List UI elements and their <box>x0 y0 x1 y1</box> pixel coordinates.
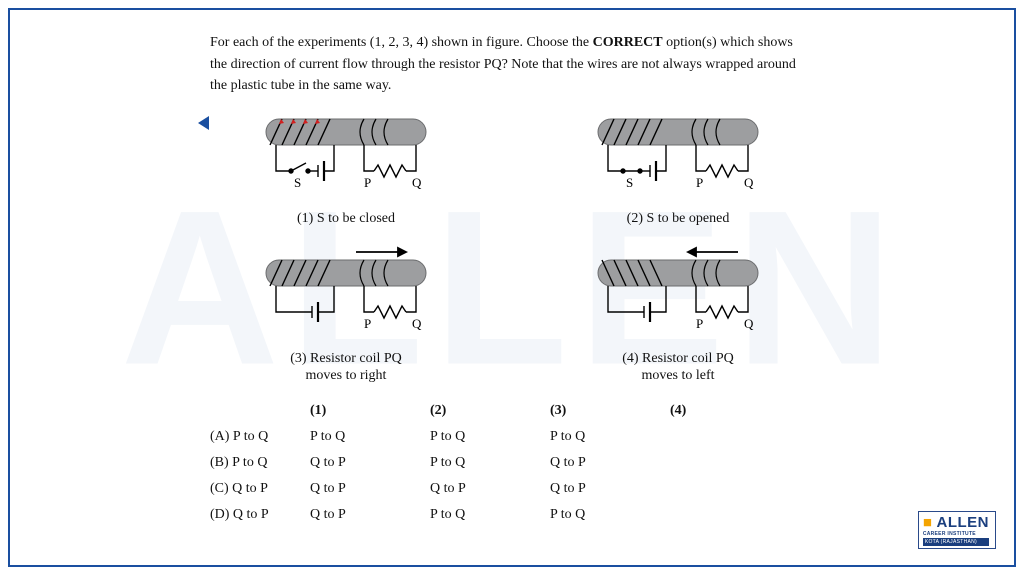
col-hdr-2: (2) <box>430 403 550 419</box>
fig2-label-s: S <box>626 175 633 190</box>
fig4-label-p: P <box>696 316 703 331</box>
q-line3: the plastic tube in the same way. <box>210 78 391 93</box>
page-frame: ALLEN For each of the experiments (1, 2,… <box>8 8 1016 567</box>
fig1-label-q: Q <box>412 175 422 190</box>
row-b-c3: Q to P <box>550 455 670 471</box>
col-hdr-1: (1) <box>310 403 430 419</box>
figure-3-svg: P Q <box>256 246 436 341</box>
fig4-cap-l1: (4) Resistor coil PQ <box>622 351 734 366</box>
figure-4-svg: P Q <box>588 246 768 341</box>
row-a-c3: P to Q <box>550 429 670 445</box>
row-b-label: (B) P to Q <box>210 455 310 471</box>
figure-2: S P Q (2) S to be opened <box>542 111 814 228</box>
fig4-cap-l2: moves to left <box>641 368 714 383</box>
row-a-c1: P to Q <box>310 429 430 445</box>
col-hdr-3: (3) <box>550 403 670 419</box>
q-line1a: For each of the experiments (1, 2, 3, 4)… <box>210 35 593 50</box>
row-c-label: (C) Q to P <box>210 481 310 497</box>
fig1-label-p: P <box>364 175 371 190</box>
fig1-label-s: S <box>294 175 301 190</box>
fig2-label-q: Q <box>744 175 754 190</box>
fig3-label-q: Q <box>412 316 422 331</box>
row-b-c1: Q to P <box>310 455 430 471</box>
q-bold: CORRECT <box>593 35 663 50</box>
fig2-label-p: P <box>696 175 703 190</box>
fig4-label-q: Q <box>744 316 754 331</box>
row-a-label: (A) P to Q <box>210 429 310 445</box>
figure-4: P Q (4) Resistor coil PQ moves to left <box>542 246 814 385</box>
q-line1c: option(s) which shows <box>663 35 793 50</box>
figure-1-svg: S P Q <box>256 111 436 201</box>
row-a-c2: P to Q <box>430 429 550 445</box>
question-text: For each of the experiments (1, 2, 3, 4)… <box>210 32 814 97</box>
row-d-c2: P to Q <box>430 507 550 523</box>
figure-1-caption: (1) S to be closed <box>210 210 482 228</box>
content-area: For each of the experiments (1, 2, 3, 4)… <box>10 10 1014 543</box>
col-hdr-4: (4) <box>670 403 770 419</box>
fig3-cap-l1: (3) Resistor coil PQ <box>290 351 402 366</box>
row-b-c2: P to Q <box>430 455 550 471</box>
row-d-c3: P to Q <box>550 507 670 523</box>
row-c-c1: Q to P <box>310 481 430 497</box>
row-d-label: (D) Q to P <box>210 507 310 523</box>
figure-2-caption: (2) S to be opened <box>542 210 814 228</box>
figure-3-caption: (3) Resistor coil PQ moves to right <box>210 350 482 385</box>
fig3-cap-l2: moves to right <box>306 368 387 383</box>
q-line2: the direction of current flow through th… <box>210 57 796 72</box>
figure-1: S P Q (1) S to be closed <box>210 111 482 228</box>
figure-3: P Q (3) Resistor coil PQ moves to right <box>210 246 482 385</box>
row-c-c2: Q to P <box>430 481 550 497</box>
fig3-label-p: P <box>364 316 371 331</box>
figures-grid: S P Q (1) S to be closed <box>210 111 814 385</box>
figure-2-svg: S P Q <box>588 111 768 201</box>
answers-table: (1) (2) (3) (4) (A) P to Q P to Q P to Q… <box>210 403 814 523</box>
row-c-c3: Q to P <box>550 481 670 497</box>
figure-4-caption: (4) Resistor coil PQ moves to left <box>542 350 814 385</box>
row-d-c1: Q to P <box>310 507 430 523</box>
